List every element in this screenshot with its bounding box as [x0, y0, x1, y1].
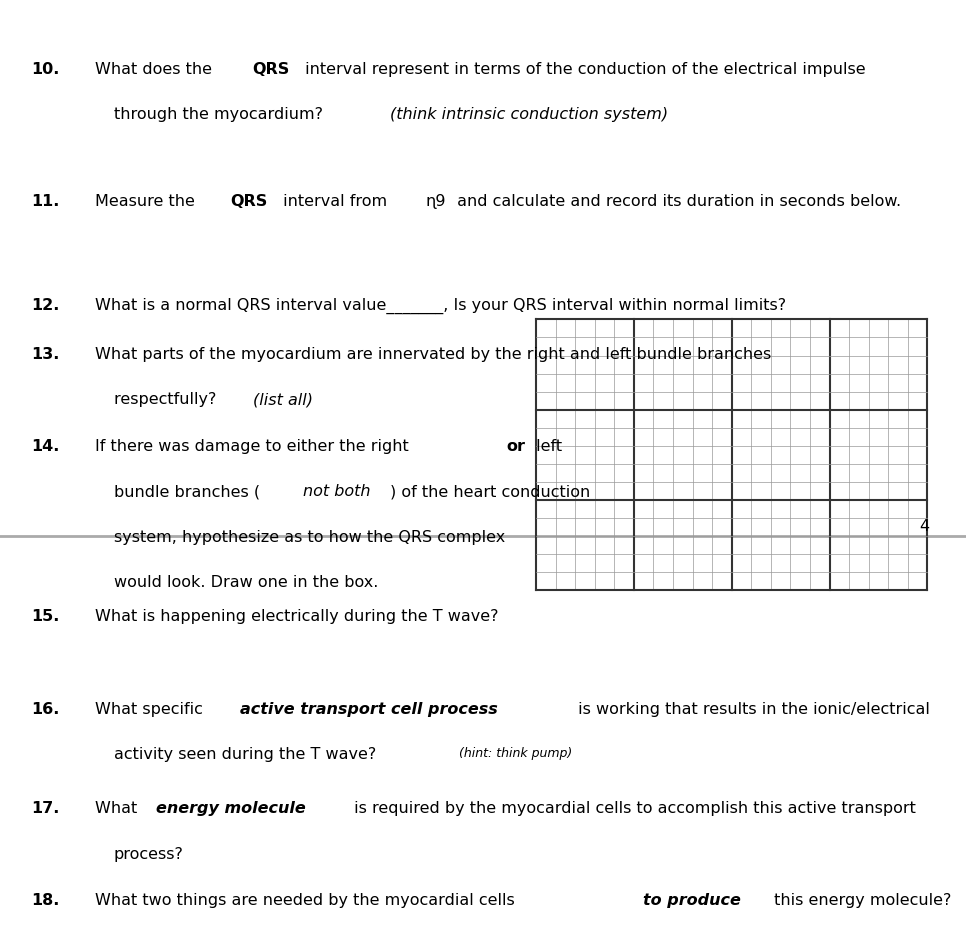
Text: QRS: QRS — [252, 62, 290, 77]
Text: 18.: 18. — [31, 893, 59, 908]
Text: Measure the: Measure the — [95, 194, 200, 210]
Text: is working that results in the ionic/electrical: is working that results in the ionic/ele… — [573, 702, 930, 717]
Text: What is a normal QRS interval value_______, Is your QRS interval within normal l: What is a normal QRS interval value_____… — [95, 298, 791, 314]
Text: activity seen during the T wave?: activity seen during the T wave? — [114, 747, 382, 762]
Text: and calculate and record its duration in seconds below.: and calculate and record its duration in… — [452, 194, 901, 210]
Text: What specific: What specific — [95, 702, 208, 717]
Text: 14.: 14. — [31, 439, 59, 454]
Text: left: left — [530, 439, 562, 454]
Text: 13.: 13. — [31, 347, 59, 362]
Text: 10.: 10. — [31, 62, 59, 77]
Text: 16.: 16. — [31, 702, 59, 717]
Text: If there was damage to either the right: If there was damage to either the right — [95, 439, 413, 454]
Text: What two things are needed by the myocardial cells: What two things are needed by the myocar… — [95, 893, 520, 908]
Text: 17.: 17. — [31, 801, 59, 816]
Text: What is happening electrically during the T wave?: What is happening electrically during th… — [95, 609, 498, 624]
Text: energy molecule: energy molecule — [156, 801, 305, 816]
Text: interval represent in terms of the conduction of the electrical impulse: interval represent in terms of the condu… — [300, 62, 866, 77]
Text: or: or — [506, 439, 526, 454]
Text: 12.: 12. — [31, 298, 59, 313]
Text: system, hypothesize as to how the QRS complex: system, hypothesize as to how the QRS co… — [114, 530, 505, 545]
Text: ɳ9: ɳ9 — [426, 194, 446, 210]
Text: to produce: to produce — [643, 893, 741, 908]
Text: ) of the heart conduction: ) of the heart conduction — [389, 484, 590, 500]
Text: active transport cell process: active transport cell process — [241, 702, 498, 717]
Text: What parts of the myocardium are innervated by the right and left bundle branche: What parts of the myocardium are innerva… — [95, 347, 771, 362]
Text: not both: not both — [302, 484, 370, 500]
Text: process?: process? — [114, 847, 184, 862]
Text: would look. Draw one in the box.: would look. Draw one in the box. — [114, 575, 379, 591]
Text: bundle branches (: bundle branches ( — [114, 484, 260, 500]
Text: respectfully?: respectfully? — [114, 392, 221, 408]
Text: What does the: What does the — [95, 62, 216, 77]
Text: (hint: think pump): (hint: think pump) — [459, 747, 572, 760]
Text: What: What — [95, 801, 142, 816]
Text: (think intrinsic conduction system): (think intrinsic conduction system) — [390, 107, 668, 122]
Text: (list all): (list all) — [253, 392, 313, 408]
Text: 11.: 11. — [31, 194, 59, 210]
Text: is required by the myocardial cells to accomplish this active transport: is required by the myocardial cells to a… — [349, 801, 916, 816]
Text: 4: 4 — [920, 519, 929, 534]
Text: through the myocardium?: through the myocardium? — [114, 107, 328, 122]
Text: 15.: 15. — [31, 609, 59, 624]
Text: QRS: QRS — [230, 194, 268, 210]
Text: interval from: interval from — [278, 194, 392, 210]
Text: this energy molecule?: this energy molecule? — [769, 893, 952, 908]
